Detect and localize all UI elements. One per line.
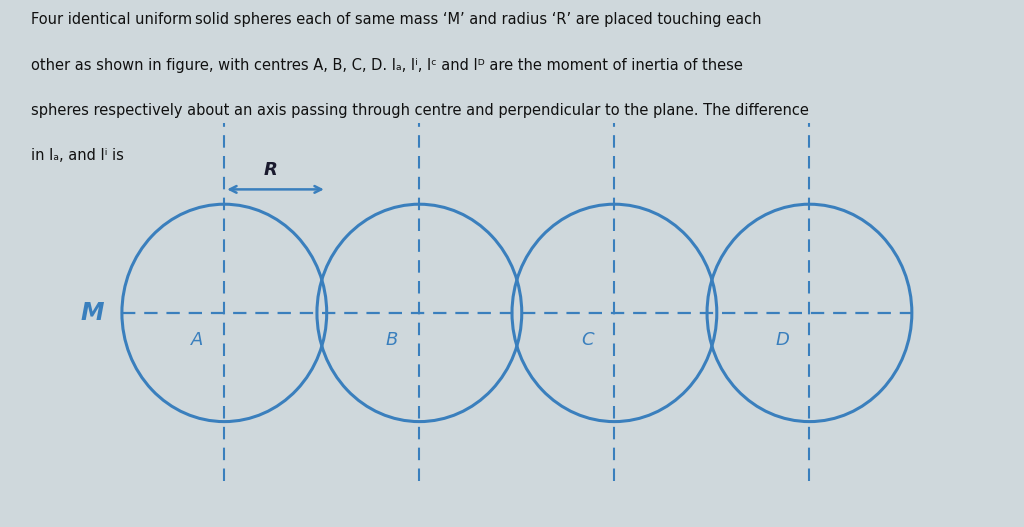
Text: in Iₐ, and Iⁱ is: in Iₐ, and Iⁱ is — [31, 148, 124, 163]
Text: C: C — [581, 331, 593, 349]
Text: M: M — [81, 301, 104, 325]
Text: A: A — [190, 331, 203, 349]
Text: B: B — [386, 331, 398, 349]
Text: spheres respectively about an axis passing through centre and perpendicular to t: spheres respectively about an axis passi… — [31, 103, 809, 118]
Text: D: D — [775, 331, 790, 349]
Text: other as shown in figure, with centres A, B, C, D. Iₐ, Iⁱ, Iᶜ and Iᴰ are the mom: other as shown in figure, with centres A… — [31, 57, 743, 73]
Text: R: R — [263, 161, 278, 179]
Text: Four identical uniform solid spheres each of same mass ‘M’ and radius ‘R’ are pl: Four identical uniform solid spheres eac… — [31, 12, 762, 27]
